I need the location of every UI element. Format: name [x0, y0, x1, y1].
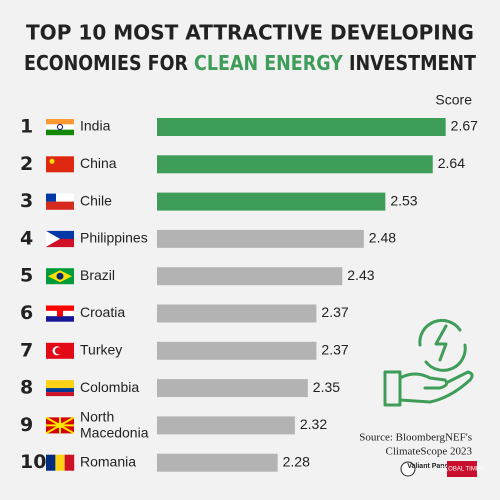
category-label: Chile: [80, 192, 112, 208]
flag-part: [46, 316, 74, 322]
category-label: Colombia: [80, 379, 139, 395]
icon-arc: [424, 343, 467, 372]
bar: [157, 453, 278, 472]
rank: 10: [20, 451, 46, 473]
category-label: Romania: [80, 453, 136, 469]
value-label: 2.64: [438, 155, 465, 171]
bar: [157, 416, 295, 435]
flag-part: [57, 124, 63, 130]
bar: [157, 267, 343, 286]
rank: 2: [20, 153, 33, 175]
bar: [157, 229, 364, 248]
bar: [157, 118, 446, 136]
category-label: North Macedonia: [80, 408, 149, 440]
value-label: 2.35: [313, 379, 340, 395]
rank: 5: [20, 265, 33, 287]
value-label: 2.37: [321, 304, 348, 320]
flag-part: [57, 422, 63, 429]
bar: [157, 379, 308, 398]
value-label: 2.32: [300, 416, 327, 432]
category-label: Croatia: [80, 304, 125, 320]
title-highlight: CLEAN ENERGY: [194, 51, 343, 75]
icon-arc: [418, 319, 462, 347]
value-label: 2.37: [321, 342, 348, 358]
chart-title: ECONOMIES FOR CLEAN ENERGY INVESTMENT: [24, 51, 476, 75]
flag-part: [56, 272, 64, 280]
category-label: Brazil: [80, 267, 115, 283]
rank: 9: [20, 414, 33, 436]
flag-part: [46, 129, 74, 136]
flag-part: [46, 124, 74, 130]
flag-part: [46, 156, 74, 173]
source: Source: BloombergNEF's: [359, 432, 472, 444]
category-label: Turkey: [80, 342, 122, 358]
flag: [45, 416, 75, 435]
flag: [46, 454, 75, 471]
bar: [157, 192, 386, 211]
value-label: 2.43: [347, 267, 374, 283]
title-part: ECONOMIES FOR: [24, 51, 188, 75]
rank: 4: [20, 227, 33, 249]
rank: 8: [20, 377, 33, 399]
category-label: China: [80, 155, 117, 171]
flag: [46, 230, 74, 248]
flag-part: [46, 380, 74, 389]
chart-title: TOP 10 MOST ATTRACTIVE DEVELOPING: [26, 21, 474, 45]
flag: [46, 380, 74, 397]
value-axis-label: Score: [435, 92, 472, 108]
flag-part: [57, 309, 63, 317]
category-label: India: [80, 118, 111, 134]
flag-part: [46, 305, 74, 312]
flag-part: [46, 193, 56, 202]
category-label: Philippines: [80, 230, 148, 246]
flag-part: [64, 454, 75, 471]
icon-hand: [398, 370, 474, 404]
value-label: 2.48: [369, 230, 396, 246]
bar: [157, 341, 317, 360]
flag: [46, 305, 74, 322]
flag: [46, 342, 74, 359]
icon-cuff: [383, 370, 402, 407]
flag-part: [46, 392, 74, 397]
rank: 1: [20, 116, 33, 138]
logo-text: GLOBAL TIMES: [440, 467, 484, 473]
rank: 7: [20, 339, 33, 361]
source: ClimateScope 2023: [386, 446, 473, 458]
flag: [46, 268, 74, 285]
bar: [157, 304, 317, 323]
rank: 6: [20, 302, 33, 324]
flag-part: [46, 238, 74, 248]
value-label: 2.67: [451, 118, 478, 134]
value-label: 2.53: [390, 192, 417, 208]
logo-text: Valiant Panda: [407, 463, 453, 470]
category-label-line: North: [80, 408, 114, 424]
flag-part: [46, 454, 56, 471]
title-part: INVESTMENT: [349, 51, 476, 75]
flag: [46, 156, 74, 173]
energy-icon: [383, 319, 474, 407]
bar: [157, 155, 433, 174]
logos: Valiant Panda GLOBAL TIMES: [400, 461, 484, 477]
flag-part: [49, 158, 55, 164]
flag: [46, 119, 74, 136]
rank: 3: [20, 190, 33, 212]
flag-part: [46, 230, 74, 240]
logo-icon: [400, 461, 416, 477]
flag-part: [54, 347, 63, 355]
flag-part: [46, 201, 74, 210]
category-label-line: Macedonia: [80, 424, 149, 440]
flag-part: [46, 119, 74, 125]
icon-bolt: [434, 324, 448, 362]
flag-part: [46, 230, 60, 247]
flag-part: [55, 454, 65, 471]
flag-part: [46, 388, 74, 393]
flag-part: [46, 193, 74, 202]
flag: [46, 193, 74, 210]
value-label: 2.28: [283, 453, 310, 469]
logo-box: [447, 461, 477, 477]
